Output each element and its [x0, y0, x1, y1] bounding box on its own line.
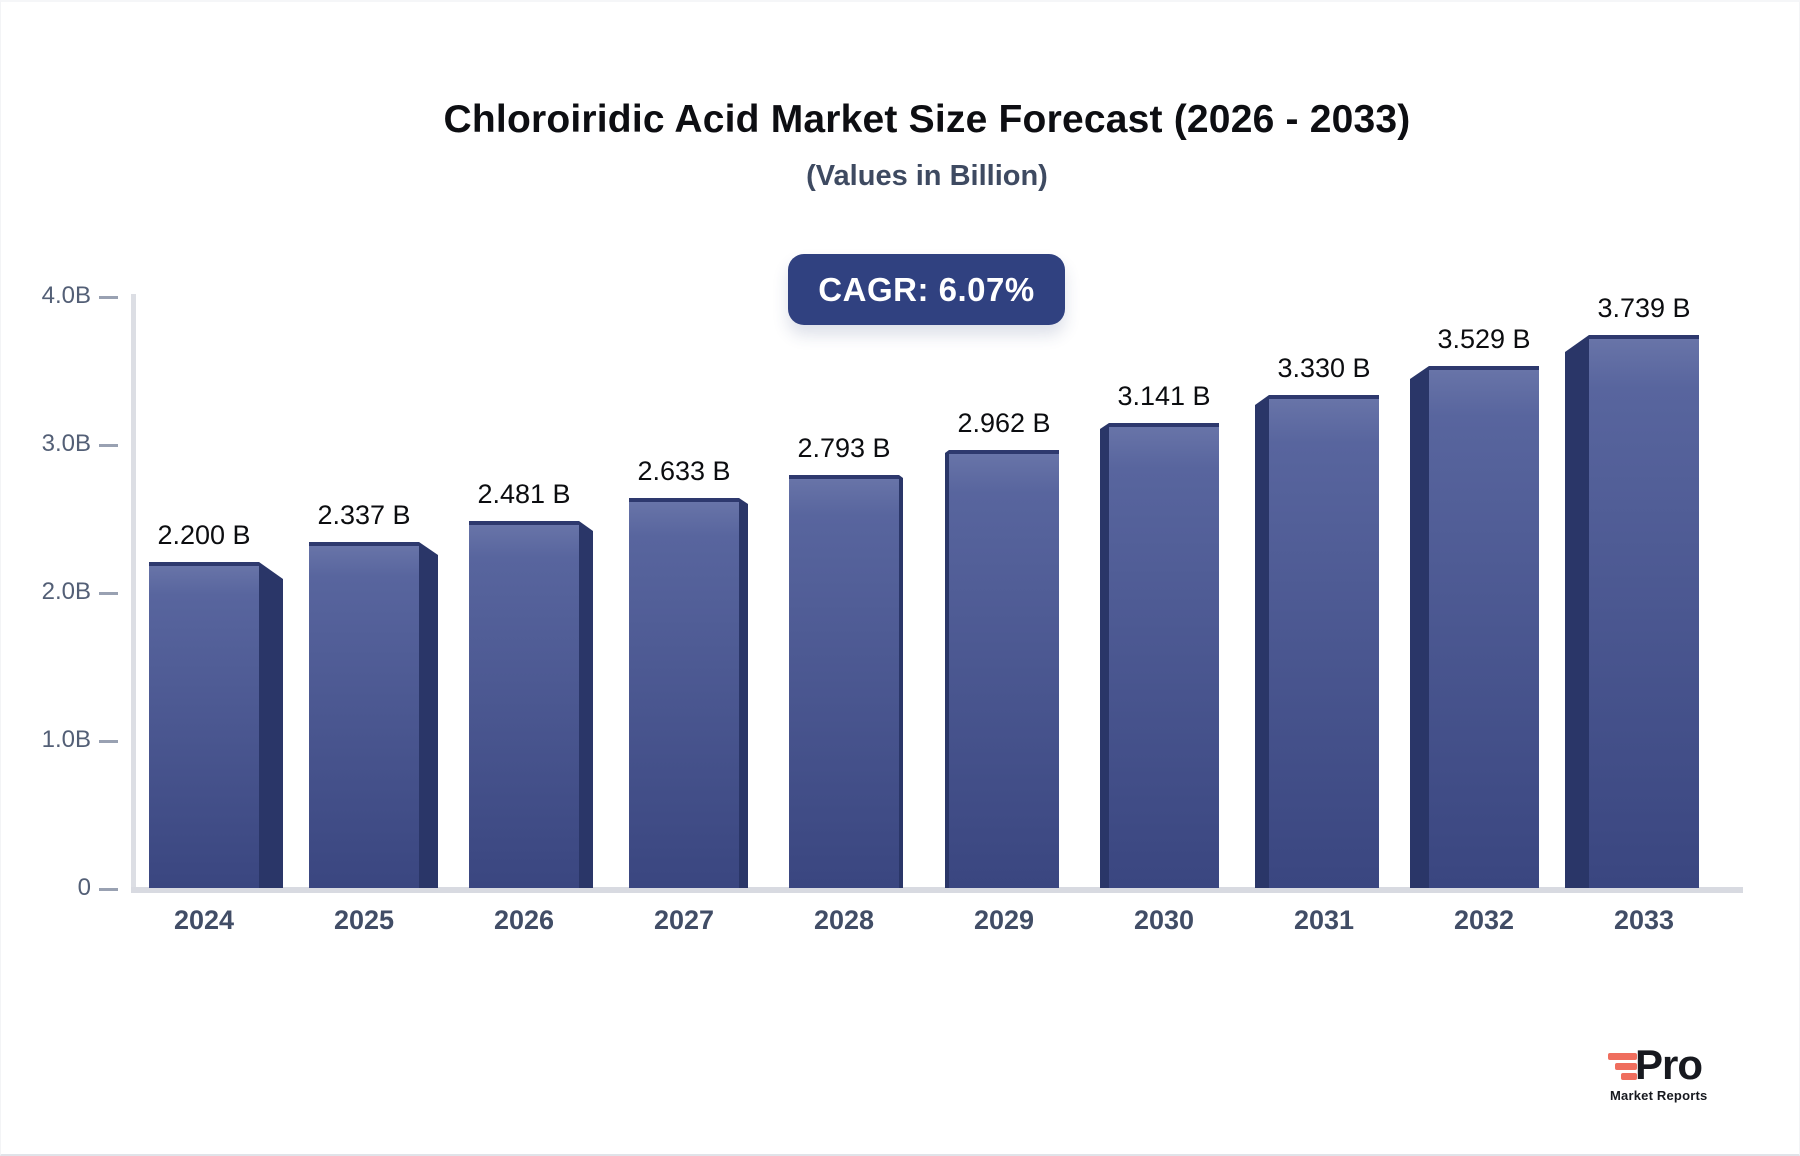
bar-2024 — [149, 562, 259, 888]
bar-side-face-2033 — [1565, 335, 1589, 888]
page-subtitle: (Values in Billion) — [806, 160, 1048, 192]
bar-value-label-2028: 2.793 B — [797, 433, 891, 463]
y-tick-dash — [99, 592, 118, 595]
x-axis-label-2026: 2026 — [493, 905, 555, 935]
bar-2032 — [1429, 366, 1539, 888]
bar-side-face-2026 — [579, 521, 593, 888]
x-axis-label-2027: 2027 — [653, 905, 715, 935]
bar-side-face-2031 — [1255, 395, 1269, 888]
x-axis-line — [131, 887, 1743, 893]
bar-2028 — [789, 475, 899, 888]
bar-2025 — [309, 542, 419, 888]
y-axis-tick-label: 1.0B — [41, 726, 91, 753]
logo-tagline: Market Reports — [1610, 1088, 1708, 1103]
bar-side-face-2030 — [1100, 423, 1109, 888]
bar-side-face-2024 — [259, 562, 283, 888]
y-tick-dash — [99, 740, 118, 743]
bar-2026 — [469, 521, 579, 888]
bar-value-label-2027: 2.633 B — [637, 456, 731, 486]
y-tick-dash — [99, 888, 118, 891]
bar-value-label-2024: 2.200 B — [157, 520, 251, 550]
y-axis-tick-label: 0 — [77, 874, 91, 901]
bar-2027 — [629, 498, 739, 888]
cagr-badge: CAGR: 6.07% — [788, 254, 1065, 325]
x-axis-label-2033: 2033 — [1613, 905, 1675, 935]
bar-value-label-2025: 2.337 B — [317, 500, 411, 530]
bar-value-label-2031: 3.330 B — [1277, 353, 1371, 383]
bar-value-label-2026: 2.481 B — [477, 479, 571, 509]
brand-logo: Pro Market Reports — [1608, 1044, 1778, 1103]
x-axis-label-2031: 2031 — [1293, 905, 1355, 935]
y-axis-line — [131, 294, 136, 893]
bar-value-label-2032: 3.529 B — [1437, 324, 1531, 354]
bar-2029 — [949, 450, 1059, 888]
bar-value-label-2030: 3.141 B — [1117, 381, 1211, 411]
cagr-badge-label: CAGR: 6.07% — [818, 270, 1035, 308]
x-axis-label-2030: 2030 — [1133, 905, 1195, 935]
bar-side-face-2029 — [945, 450, 949, 888]
bar-side-face-2028 — [899, 475, 903, 888]
bar-side-face-2027 — [739, 498, 748, 888]
bar-2031 — [1269, 395, 1379, 888]
bar-2033 — [1589, 335, 1699, 888]
x-axis-label-2028: 2028 — [813, 905, 875, 935]
y-tick-dash — [99, 296, 118, 299]
page-title: Chloroiridic Acid Market Size Forecast (… — [443, 98, 1411, 141]
x-axis-label-2032: 2032 — [1453, 905, 1515, 935]
bar-side-face-2032 — [1410, 366, 1429, 888]
bar-2030 — [1109, 423, 1219, 888]
y-axis-tick-label: 3.0B — [41, 430, 91, 457]
bar-value-label-2029: 2.962 B — [957, 408, 1051, 438]
bar-side-face-2025 — [419, 542, 438, 888]
logo-name: Pro — [1635, 1041, 1703, 1088]
x-axis-label-2024: 2024 — [173, 905, 235, 935]
y-tick-dash — [99, 444, 118, 447]
x-axis-label-2025: 2025 — [333, 905, 395, 935]
bar-value-label-2033: 3.739 B — [1597, 293, 1691, 323]
logo-bars-icon — [1608, 1053, 1637, 1083]
y-axis-tick-label: 2.0B — [41, 578, 91, 605]
y-axis-tick-label: 4.0B — [41, 282, 91, 309]
x-axis-label-2029: 2029 — [973, 905, 1035, 935]
